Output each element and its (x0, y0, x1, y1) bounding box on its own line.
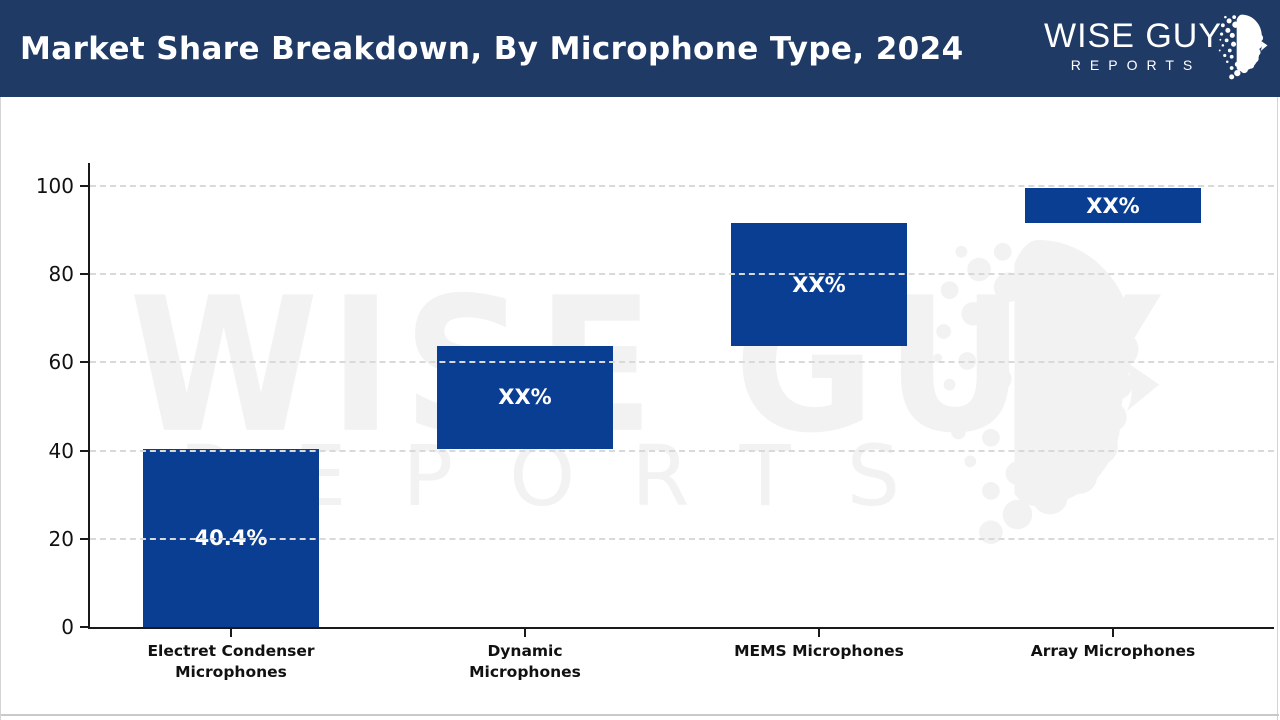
chart-area: WISE GUY REPORTS 0 20 40 60 80 100 40.4% XX% XX%… (0, 97, 1279, 720)
bar-value-label-mems-microphones: XX% (792, 272, 846, 297)
ytick-mark-20 (80, 537, 89, 540)
xtick-mark-1 (230, 629, 232, 637)
xtick-mark-4 (1112, 629, 1114, 637)
ytick-label-60: 60 (48, 350, 74, 375)
ytick-label-80: 80 (48, 262, 74, 287)
gridline-100 (90, 185, 1274, 187)
bar-mems-microphones: XX% (731, 223, 907, 346)
xtick-label-mems-microphones: MEMS Microphones (734, 642, 904, 660)
ytick-label-20: 20 (48, 526, 74, 551)
xtick-label-array-microphones: Array Microphones (1030, 642, 1196, 660)
ytick-label-100: 100 (35, 174, 74, 198)
page-title: Market Share Breakdown, By Microphone Ty… (20, 30, 964, 67)
y-axis-spine (88, 163, 90, 629)
ytick-label-40: 40 (48, 438, 74, 463)
ytick-mark-100 (80, 185, 89, 187)
bar-value-label-array-microphones: XX% (1086, 193, 1140, 218)
bar-array-microphones: XX% (1025, 187, 1201, 224)
xtick-mark-2 (524, 629, 526, 637)
gridline-60 (90, 361, 1274, 364)
logo-head-icon (1218, 14, 1268, 80)
xtick-mark-3 (818, 629, 820, 637)
ytick-label-0: 0 (61, 615, 74, 639)
xtick-label-electret-condenser-microphones: Electret Condenser Microphones (147, 642, 315, 681)
logo-text: WISE GUY REPORTS (1044, 18, 1222, 73)
gridline-20 (90, 537, 1274, 540)
gridline-80 (90, 273, 1274, 276)
wise-guy-reports-logo: WISE GUY REPORTS (1004, 4, 1272, 94)
bar-value-label-dynamic-microphones: XX% (498, 385, 552, 410)
ytick-mark-60 (80, 361, 89, 364)
bottom-divider (1, 714, 1279, 716)
logo-wordmark: WISE GUY (1044, 17, 1223, 55)
header-bar: Market Share Breakdown, By Microphone Ty… (0, 0, 1280, 97)
x-axis-spine (88, 627, 1274, 629)
watermark-head-icon (930, 239, 1160, 545)
xtick-label-dynamic-microphones: Dynamic Microphones (469, 642, 581, 681)
ytick-mark-40 (80, 449, 89, 452)
ytick-mark-80 (80, 273, 89, 276)
gridline-40 (90, 449, 1274, 452)
ytick-mark-0 (80, 626, 89, 628)
logo-subtitle: REPORTS (1070, 57, 1202, 73)
